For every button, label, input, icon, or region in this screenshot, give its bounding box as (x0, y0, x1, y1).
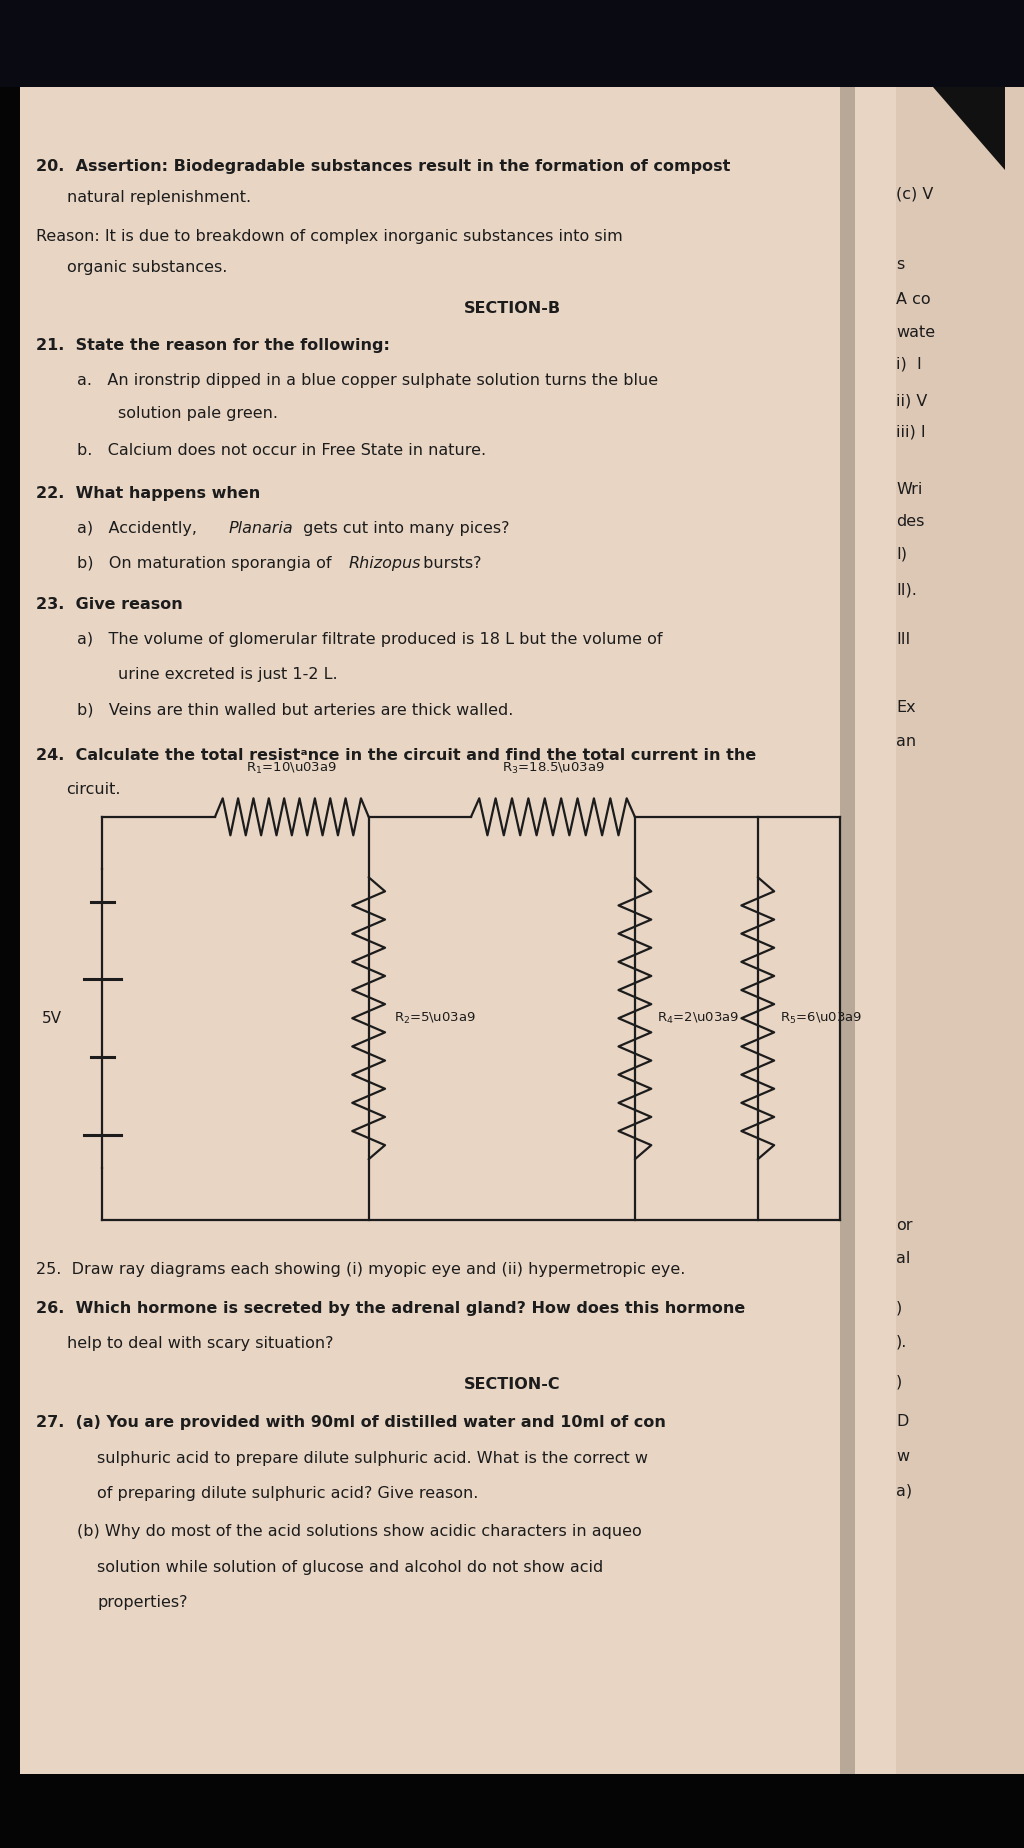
Text: iii) I: iii) I (896, 425, 926, 440)
Text: R$_2$=5\u03a9: R$_2$=5\u03a9 (394, 1011, 476, 1026)
Text: R$_4$=2\u03a9: R$_4$=2\u03a9 (657, 1011, 740, 1026)
Text: w: w (896, 1449, 909, 1464)
Text: a)   The volume of glomerular filtrate produced is 18 L but the volume of: a) The volume of glomerular filtrate pro… (77, 632, 663, 647)
Text: 23.  Give reason: 23. Give reason (36, 597, 182, 612)
Text: 20.  Assertion: Biodegradable substances result in the formation of compost: 20. Assertion: Biodegradable substances … (36, 159, 730, 174)
Text: ii) V: ii) V (896, 394, 928, 408)
FancyBboxPatch shape (850, 87, 1024, 1774)
Text: b)   On maturation sporangia of: b) On maturation sporangia of (77, 556, 337, 571)
Text: sulphuric acid to prepare dilute sulphuric acid. What is the correct w: sulphuric acid to prepare dilute sulphur… (97, 1451, 648, 1465)
Text: an: an (896, 734, 916, 748)
Text: 27.  (a) You are provided with 90ml of distilled water and 10ml of con: 27. (a) You are provided with 90ml of di… (36, 1416, 666, 1430)
Text: 25.  Draw ray diagrams each showing (i) myopic eye and (ii) hypermetropic eye.: 25. Draw ray diagrams each showing (i) m… (36, 1262, 685, 1277)
Text: help to deal with scary situation?: help to deal with scary situation? (67, 1336, 333, 1351)
FancyBboxPatch shape (20, 87, 896, 1774)
Text: III: III (896, 632, 910, 647)
Text: ).: ). (896, 1334, 907, 1349)
Text: b.   Calcium does not occur in Free State in nature.: b. Calcium does not occur in Free State … (77, 444, 486, 458)
FancyBboxPatch shape (840, 87, 855, 1774)
Text: 21.  State the reason for the following:: 21. State the reason for the following: (36, 338, 390, 353)
Text: ): ) (896, 1301, 902, 1316)
Text: gets cut into many pices?: gets cut into many pices? (298, 521, 510, 536)
Text: organic substances.: organic substances. (67, 261, 227, 275)
Text: a.   An ironstrip dipped in a blue copper sulphate solution turns the blue: a. An ironstrip dipped in a blue copper … (77, 373, 658, 388)
Text: a)   Accidently,: a) Accidently, (77, 521, 202, 536)
Text: Ex: Ex (896, 700, 915, 715)
Text: Wri: Wri (896, 482, 923, 497)
Text: 24.  Calculate the total resistᵃnce in the circuit and find the total current in: 24. Calculate the total resistᵃnce in th… (36, 748, 756, 763)
Text: (b) Why do most of the acid solutions show acidic characters in aqueo: (b) Why do most of the acid solutions sh… (77, 1525, 642, 1539)
Text: R$_1$=10\u03a9: R$_1$=10\u03a9 (247, 761, 337, 776)
Text: of preparing dilute sulphuric acid? Give reason.: of preparing dilute sulphuric acid? Give… (97, 1486, 478, 1501)
Text: 5V: 5V (41, 1011, 61, 1026)
Text: 26.  Which hormone is secreted by the adrenal gland? How does this hormone: 26. Which hormone is secreted by the adr… (36, 1301, 745, 1316)
Text: R$_3$=18.5\u03a9: R$_3$=18.5\u03a9 (502, 761, 604, 776)
Text: bursts?: bursts? (418, 556, 481, 571)
Text: i)  I: i) I (896, 357, 922, 371)
Text: properties?: properties? (97, 1595, 187, 1610)
Text: solution while solution of glucose and alcohol do not show acid: solution while solution of glucose and a… (97, 1560, 603, 1574)
Text: a): a) (896, 1484, 912, 1499)
Text: urine excreted is just 1-2 L.: urine excreted is just 1-2 L. (118, 667, 337, 682)
Text: or: or (896, 1218, 912, 1233)
Text: D: D (896, 1414, 908, 1429)
Text: SECTION-B: SECTION-B (464, 301, 560, 316)
Text: R$_5$=6\u03a9: R$_5$=6\u03a9 (780, 1011, 863, 1026)
Polygon shape (933, 87, 1005, 170)
Text: Reason: It is due to breakdown of complex inorganic substances into sim: Reason: It is due to breakdown of comple… (36, 229, 623, 244)
Text: (c) V: (c) V (896, 187, 933, 201)
Text: I): I) (896, 547, 907, 562)
Text: A co: A co (896, 292, 931, 307)
Text: s: s (896, 257, 904, 272)
Text: wate: wate (896, 325, 935, 340)
Text: ): ) (896, 1375, 902, 1390)
Text: 22.  What happens when: 22. What happens when (36, 486, 260, 501)
FancyBboxPatch shape (0, 1774, 1024, 1848)
Text: natural replenishment.: natural replenishment. (67, 190, 251, 205)
FancyBboxPatch shape (0, 0, 1024, 87)
Text: solution pale green.: solution pale green. (118, 407, 278, 421)
Text: al: al (896, 1251, 910, 1266)
Text: II).: II). (896, 582, 916, 597)
Text: b)   Veins are thin walled but arteries are thick walled.: b) Veins are thin walled but arteries ar… (77, 702, 513, 717)
Text: SECTION-C: SECTION-C (464, 1377, 560, 1392)
Text: Planaria: Planaria (228, 521, 293, 536)
Text: circuit.: circuit. (67, 782, 121, 796)
Text: Rhizopus: Rhizopus (348, 556, 421, 571)
Text: des: des (896, 514, 925, 529)
